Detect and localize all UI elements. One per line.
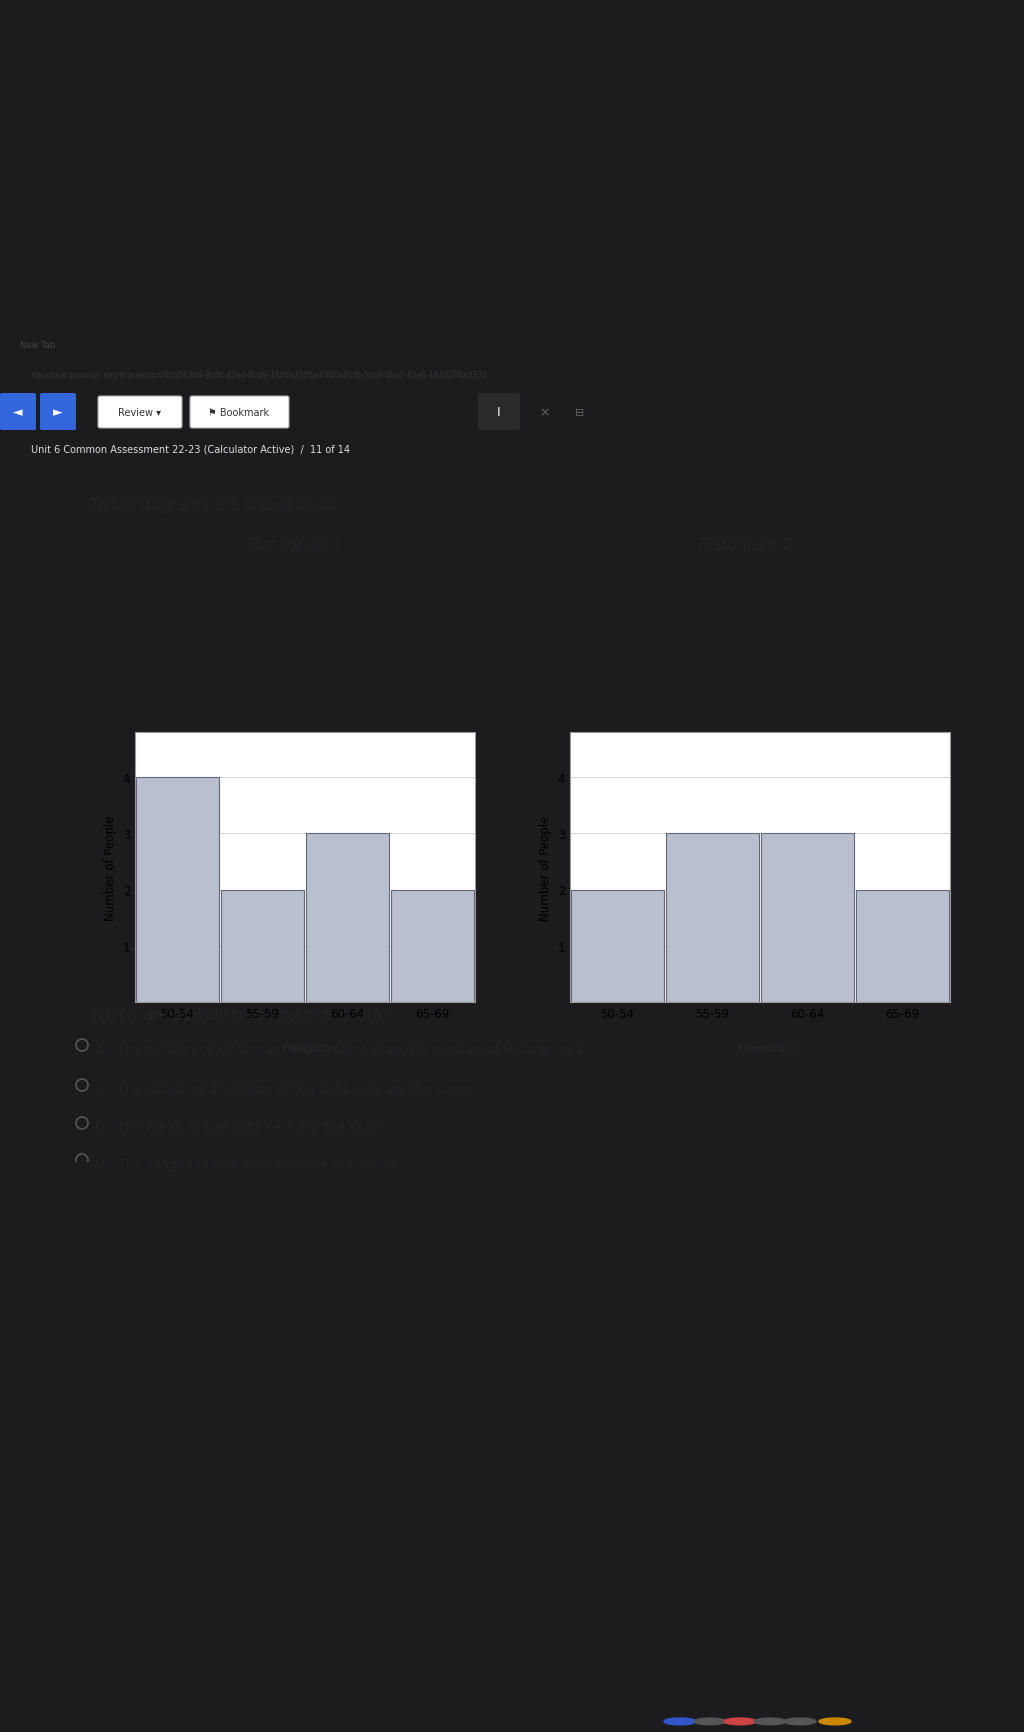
Text: Unit 6 Common Assessment 22-23 (Calculator Active)  /  11 of 14: Unit 6 Common Assessment 22-23 (Calculat… <box>31 443 350 454</box>
Text: Which is: Which is <box>90 1008 159 1022</box>
Text: B.  The standard deviation of the data sets are the same.: B. The standard deviation of the data se… <box>95 1082 477 1095</box>
Text: New Tab: New Tab <box>20 341 55 350</box>
Text: Review ▾: Review ▾ <box>119 407 162 417</box>
Bar <box>856 890 948 1003</box>
Text: A.  The median of Histogram 1 is greater than the median of Histogram 2.: A. The median of Histogram 1 is greater … <box>95 1043 589 1055</box>
Text: ◄: ◄ <box>13 407 23 419</box>
FancyBboxPatch shape <box>0 393 36 431</box>
FancyBboxPatch shape <box>40 393 76 431</box>
FancyBboxPatch shape <box>98 397 182 430</box>
Bar <box>306 833 389 1003</box>
Bar <box>762 833 854 1003</box>
Text: ⊟: ⊟ <box>575 407 585 417</box>
Circle shape <box>724 1718 756 1725</box>
Y-axis label: Number of People: Number of People <box>104 814 117 920</box>
Text: I: I <box>498 407 501 419</box>
Bar <box>221 890 304 1003</box>
Text: mavckent.psonsvc.net/#/question/60d5136d-9c6b-42ad-8c69-1586b25ff0a7/f60a91f6-5c: mavckent.psonsvc.net/#/question/60d5136d… <box>31 371 487 381</box>
Text: likely true about the data?: likely true about the data? <box>183 1008 390 1022</box>
Text: ⚑ Bookmark: ⚑ Bookmark <box>209 407 269 417</box>
Text: Histogram 1: Histogram 1 <box>248 537 342 553</box>
Bar <box>391 890 474 1003</box>
Text: D.  The ranges of the data sets are the same.: D. The ranges of the data sets are the s… <box>95 1157 398 1171</box>
Text: Two histograms are shown below.: Two histograms are shown below. <box>90 497 347 513</box>
Text: Height: Height <box>736 1041 783 1055</box>
Text: ►: ► <box>53 407 62 419</box>
Bar <box>667 833 759 1003</box>
Circle shape <box>754 1718 786 1725</box>
Circle shape <box>784 1718 816 1725</box>
Y-axis label: Number of People: Number of People <box>539 814 552 920</box>
Text: Histogram 2: Histogram 2 <box>698 537 792 553</box>
Text: ×: × <box>540 407 550 419</box>
Bar <box>136 778 219 1003</box>
Text: (inches): (inches) <box>721 1041 799 1055</box>
Text: (inches): (inches) <box>266 1041 344 1055</box>
Text: most: most <box>148 1008 190 1022</box>
Circle shape <box>694 1718 726 1725</box>
Bar <box>571 890 664 1003</box>
FancyBboxPatch shape <box>190 397 289 430</box>
Circle shape <box>819 1718 851 1725</box>
Text: Height: Height <box>282 1041 329 1055</box>
Circle shape <box>664 1718 696 1725</box>
FancyBboxPatch shape <box>478 393 520 431</box>
Text: C.  The mean of the data sets are the same.: C. The mean of the data sets are the sam… <box>95 1121 389 1133</box>
